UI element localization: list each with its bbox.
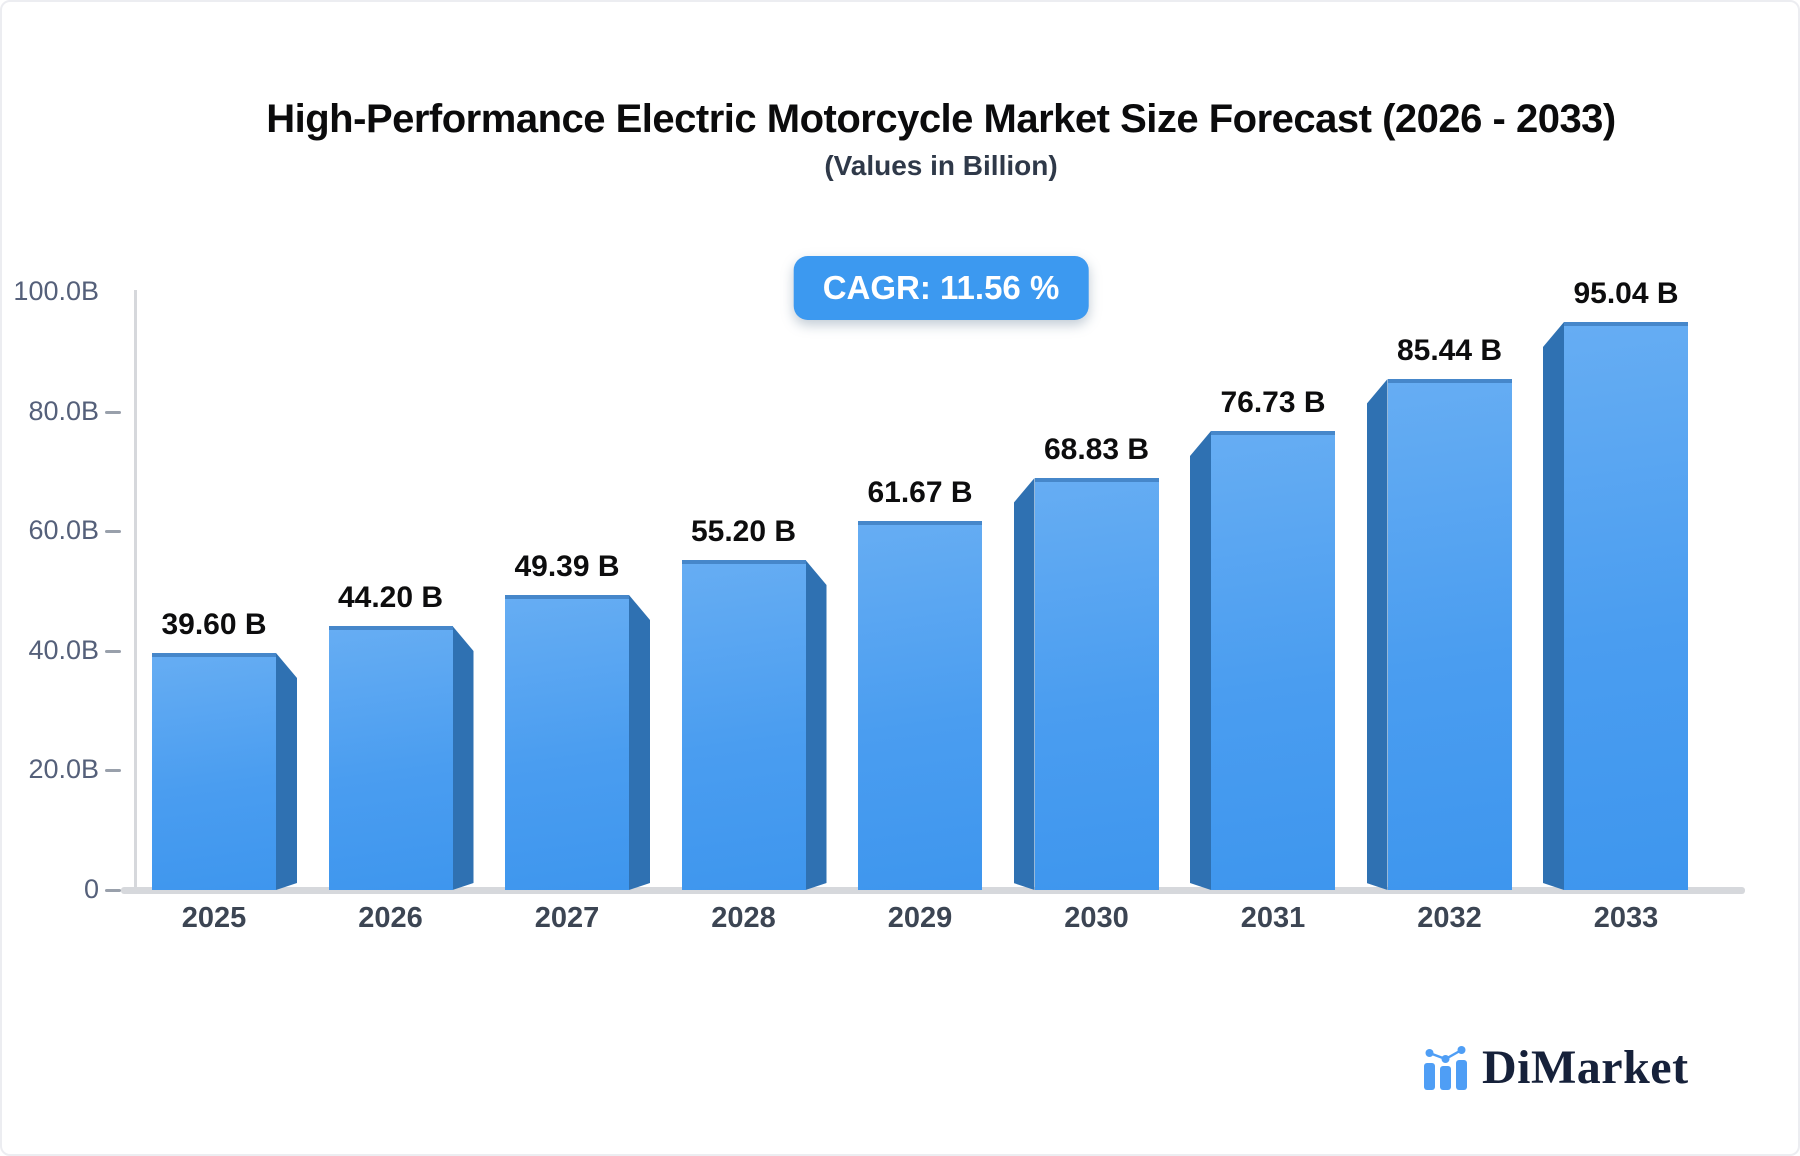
- x-axis-label: 2032: [1417, 902, 1482, 934]
- x-axis-label: 2029: [887, 902, 953, 934]
- brand-name: DiMarket: [1482, 1041, 1689, 1094]
- bar-2032[interactable]: [1367, 379, 1512, 890]
- bar-value-label: 61.67 B: [867, 476, 973, 509]
- y-axis-tick: [105, 889, 121, 892]
- y-axis-label: 60.0B: [28, 515, 99, 546]
- bar-face: [328, 626, 453, 890]
- bar-side-shade: [1014, 478, 1035, 890]
- y-axis-label: 100.0B: [13, 276, 99, 306]
- bar-value-label: 39.60 B: [161, 608, 267, 641]
- bar-2030[interactable]: [1014, 478, 1159, 890]
- bar-face: [1034, 478, 1159, 890]
- bar-value-label: 55.20 B: [690, 515, 797, 548]
- bar-value-label: 85.44 B: [1396, 334, 1503, 367]
- brand-logo: DiMarket: [1422, 1044, 1689, 1092]
- bar-2026[interactable]: [328, 626, 474, 890]
- bar-2027[interactable]: [505, 595, 650, 890]
- y-axis-line: [134, 290, 137, 890]
- cagr-badge: CAGR: 11.56 %: [793, 256, 1089, 320]
- y-axis-tick: [105, 410, 121, 414]
- bar-side-shade: [276, 653, 297, 890]
- y-axis-tick: [105, 530, 121, 534]
- bar-2029[interactable]: [858, 521, 982, 890]
- y-axis-label: 80.0B: [28, 395, 99, 426]
- bar-side-shade: [629, 595, 650, 890]
- bar-value-label: 68.83 B: [1043, 433, 1150, 466]
- y-axis-label: 20.0B: [28, 754, 99, 785]
- bar-face: [505, 595, 629, 890]
- bar-face: [1211, 431, 1335, 890]
- bar-value-label: 76.73 B: [1220, 386, 1326, 419]
- bar-face: [152, 653, 276, 890]
- x-axis-label: 2031: [1240, 902, 1306, 934]
- x-axis-label: 2027: [534, 902, 600, 934]
- x-axis-baseline: [121, 887, 1745, 894]
- bar-side-shade: [1543, 322, 1564, 890]
- bar-value-label: 49.39 B: [514, 550, 620, 583]
- y-axis-label: 40.0B: [28, 634, 99, 665]
- bar-face: [681, 560, 806, 890]
- bar-2031[interactable]: [1190, 431, 1335, 890]
- x-axis-label: 2033: [1593, 902, 1659, 934]
- bar-chart-logo-icon: [1424, 1046, 1467, 1090]
- bar-side-shade: [806, 560, 827, 890]
- bar-value-label: 95.04 B: [1573, 277, 1679, 310]
- bar-2028[interactable]: [681, 560, 827, 890]
- bar-2025[interactable]: [152, 653, 297, 890]
- bar-face: [1387, 379, 1512, 890]
- bar-value-label: 44.20 B: [337, 581, 444, 614]
- bar-side-shade: [1190, 431, 1211, 890]
- y-axis-tick: [105, 649, 121, 653]
- bar-side-shade: [1367, 379, 1388, 890]
- x-axis-label: 2030: [1064, 902, 1129, 934]
- bar-face: [858, 521, 982, 890]
- x-axis-label: 2026: [358, 902, 423, 934]
- y-axis-tick: [105, 769, 121, 773]
- chart-subtitle: (Values in Billion): [824, 150, 1058, 181]
- x-axis-label: 2028: [711, 902, 776, 934]
- y-axis-label: 0: [83, 874, 99, 904]
- bar-2033[interactable]: [1543, 322, 1688, 890]
- x-axis-label: 2025: [181, 902, 247, 934]
- bar-face: [1564, 322, 1688, 890]
- chart-title: High-Performance Electric Motorcycle Mar…: [266, 97, 1616, 141]
- cagr-label: CAGR: 11.56 %: [822, 269, 1060, 306]
- bar-side-shade: [453, 626, 474, 890]
